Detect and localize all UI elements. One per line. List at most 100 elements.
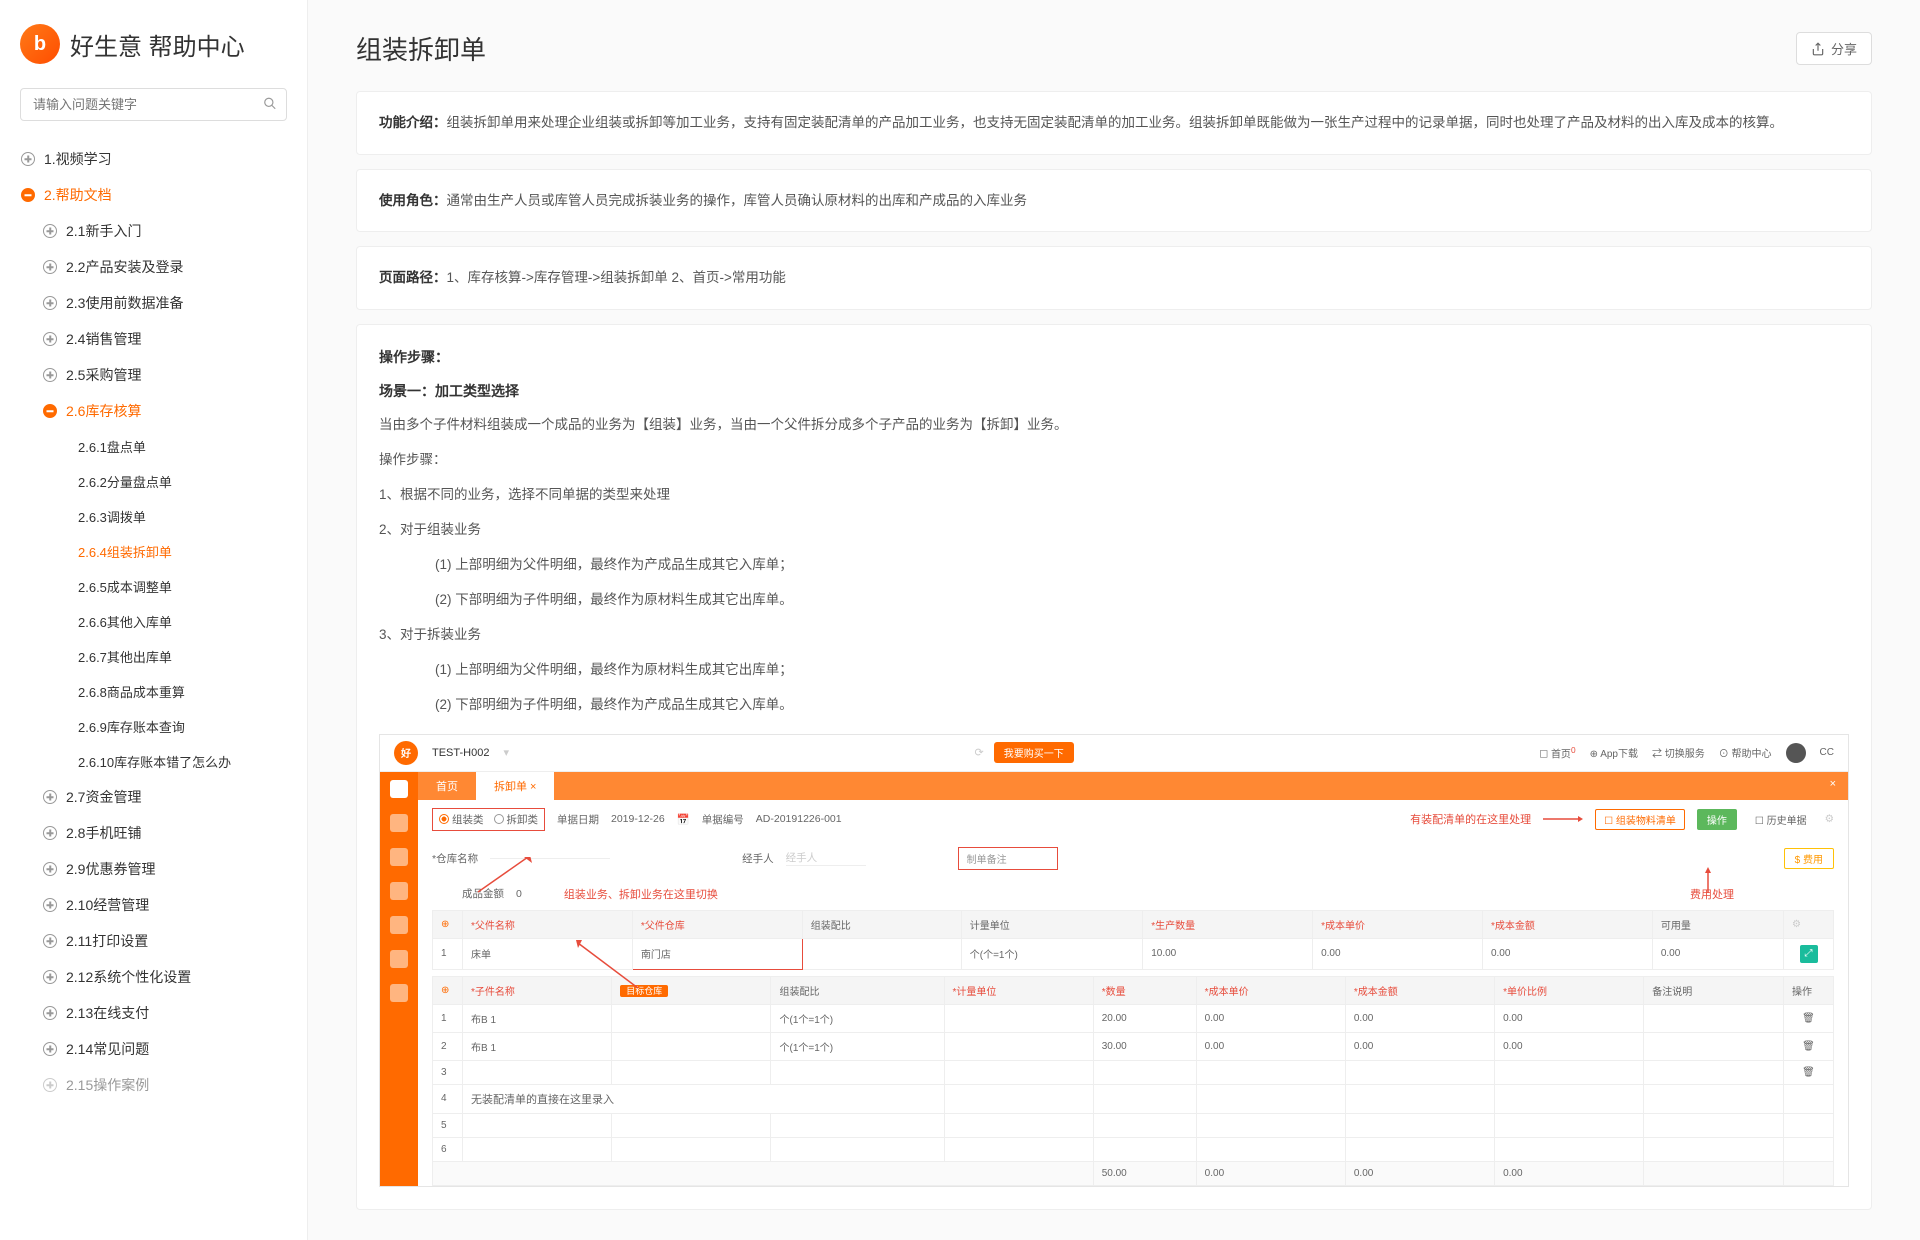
ss-tab-current[interactable]: 拆卸单 × xyxy=(476,772,554,800)
nav-cases[interactable]: 2.15操作案例 xyxy=(20,1067,287,1103)
plus-icon xyxy=(42,223,58,239)
ss-doc-value: AD-20191226-001 xyxy=(756,813,842,825)
nav-biz[interactable]: 2.10经营管理 xyxy=(20,887,287,923)
ss-tabs: 首页 拆卸单 × × xyxy=(418,772,1848,800)
ss-help-link[interactable]: ⊙ 帮助中心 xyxy=(1719,745,1772,760)
plus-icon xyxy=(42,789,58,805)
nav-funds[interactable]: 2.7资金管理 xyxy=(20,779,287,815)
nav-query[interactable]: 2.6.9库存账本查询 xyxy=(20,709,287,744)
ss-nav-home-icon[interactable] xyxy=(390,780,408,798)
logo-row: b 好生意 帮助中心 xyxy=(20,24,287,64)
ss-child-table: ⊕ *子件名称 目标仓库 组装配比 *计量单位 *数量 *成本单价 *成本金额 … xyxy=(432,976,1834,1186)
ss-nav-icon[interactable] xyxy=(390,814,408,832)
nav-install[interactable]: 2.2产品安装及登录 xyxy=(20,249,287,285)
ss-avatar-icon[interactable] xyxy=(1786,743,1806,763)
plus-icon xyxy=(42,897,58,913)
ss-switch-link[interactable]: ⇄ 切换服务 xyxy=(1652,745,1705,760)
nav-purchase[interactable]: 2.5采购管理 xyxy=(20,357,287,393)
delete-icon[interactable]: 🗑 xyxy=(1802,1067,1815,1078)
embedded-screenshot: 好 TEST-H002 ▾ ⟳ 我要购买一下 ☐ 首页0 ⊕ App下载 ⇄ 切… xyxy=(379,734,1849,1187)
intro-text: 组装拆卸单用来处理企业组装或拆卸等加工业务，支持有固定装配清单的产品加工业务，也… xyxy=(447,115,1784,130)
ss-form-row-2: *仓库名称 经手人 经手人 制单备注 $ 费用 xyxy=(418,839,1848,878)
th-unit2: *计量单位 xyxy=(944,976,1093,1004)
search-box xyxy=(20,88,287,121)
ss-home-link[interactable]: ☐ 首页0 xyxy=(1539,745,1575,760)
nav-other-out[interactable]: 2.6.7其他出库单 xyxy=(20,639,287,674)
nav-inventory[interactable]: 2.6库存核算 xyxy=(20,393,287,429)
ss-memo-input[interactable]: 制单备注 xyxy=(958,847,1058,870)
ss-radio-assemble[interactable]: 组装类 xyxy=(439,812,484,827)
nav-coupon[interactable]: 2.9优惠券管理 xyxy=(20,851,287,887)
minus-icon xyxy=(20,187,36,203)
ss-nav-icon[interactable] xyxy=(390,916,408,934)
nav-check[interactable]: 2.6.1盘点单 xyxy=(20,429,287,464)
ss-left-nav xyxy=(380,772,418,1186)
nav-other-in[interactable]: 2.6.6其他入库单 xyxy=(20,604,287,639)
main-content: 组装拆卸单 分享 功能介绍：组装拆卸单用来处理企业组装或拆卸等加工业务，支持有固… xyxy=(308,0,1920,1240)
ss-tab-home[interactable]: 首页 xyxy=(418,772,476,800)
ss-operator-input[interactable]: 经手人 xyxy=(786,850,866,866)
share-button[interactable]: 分享 xyxy=(1796,32,1872,65)
th-bom2: 组装配比 xyxy=(771,976,944,1004)
nav-recalc[interactable]: 2.6.8商品成本重算 xyxy=(20,674,287,709)
logo-icon: b xyxy=(20,24,60,64)
nav-mobile[interactable]: 2.8手机旺铺 xyxy=(20,815,287,851)
search-input[interactable] xyxy=(20,88,287,121)
ss-app-link[interactable]: ⊕ App下载 xyxy=(1590,745,1638,760)
ss-ops-button[interactable]: 操作 xyxy=(1697,809,1737,830)
ss-trial-button[interactable]: 我要购买一下 xyxy=(994,742,1074,763)
steps-block: 操作步骤： 场景一：加工类型选择 当由多个子件材料组装成一个成品的业务为【组装】… xyxy=(356,324,1872,1210)
arrow-icon xyxy=(568,938,668,998)
nav-print[interactable]: 2.11打印设置 xyxy=(20,923,287,959)
plus-icon xyxy=(42,259,58,275)
nav-intro[interactable]: 2.1新手入门 xyxy=(20,213,287,249)
th-wh: *父件仓库 xyxy=(632,910,802,938)
table-row[interactable]: 2布B 1个(1个=1个)30.000.000.000.00🗑 xyxy=(433,1032,1834,1060)
table-row[interactable]: 4无装配清单的直接在这里录入 xyxy=(433,1084,1834,1113)
nav-prep[interactable]: 2.3使用前数据准备 xyxy=(20,285,287,321)
nav-video[interactable]: 1.视频学习 xyxy=(20,141,287,177)
nav-transfer[interactable]: 2.6.3调拨单 xyxy=(20,499,287,534)
ss-form-row-1: 组装类 拆卸类 单据日期 2019-12-26 📅 单据编号 AD-201912… xyxy=(418,800,1848,839)
nav-personal[interactable]: 2.12系统个性化设置 xyxy=(20,959,287,995)
ss-template-button[interactable]: ☐ 组装物料清单 xyxy=(1595,809,1685,830)
ss-nav-icon[interactable] xyxy=(390,848,408,866)
expand-icon[interactable]: ⤢ xyxy=(1800,945,1818,963)
nav-batch[interactable]: 2.6.2分量盘点单 xyxy=(20,464,287,499)
th-qty: *生产数量 xyxy=(1143,910,1313,938)
nav-cost[interactable]: 2.6.5成本调整单 xyxy=(20,569,287,604)
nav-assembly[interactable]: 2.6.4组装拆卸单 xyxy=(20,534,287,569)
table-row[interactable]: 6 xyxy=(433,1137,1834,1161)
settings-icon[interactable]: ⚙ xyxy=(1825,813,1834,825)
ss-radio-disassemble[interactable]: 拆卸类 xyxy=(494,812,539,827)
nav-wrong[interactable]: 2.6.10库存账本错了怎么办 xyxy=(20,744,287,779)
table-row[interactable]: 5 xyxy=(433,1113,1834,1137)
nav-faq[interactable]: 2.14常见问题 xyxy=(20,1031,287,1067)
plus-icon xyxy=(42,1077,58,1093)
ss-history-button[interactable]: ☐ 历史单据 xyxy=(1749,810,1813,829)
table-row[interactable]: 1布B 1个(1个=1个)20.000.000.000.00🗑 xyxy=(433,1004,1834,1032)
search-icon[interactable] xyxy=(263,96,277,113)
ss-tab-close-icon[interactable]: × xyxy=(1818,772,1848,800)
th-rate2: *单价比例 xyxy=(1495,976,1644,1004)
delete-icon[interactable]: 🗑 xyxy=(1802,1041,1815,1052)
ss-fee-button[interactable]: $ 费用 xyxy=(1784,848,1834,869)
delete-icon[interactable]: 🗑 xyxy=(1802,1013,1815,1024)
nav-sales[interactable]: 2.4销售管理 xyxy=(20,321,287,357)
table-row[interactable]: 3🗑 xyxy=(433,1060,1834,1084)
ss-username: CC xyxy=(1820,747,1834,758)
ss-nav-icon[interactable] xyxy=(390,882,408,900)
arrow-icon xyxy=(1543,814,1583,824)
calendar-icon[interactable]: 📅 xyxy=(677,813,690,826)
ss-annotation-template: 有装配清单的在这里处理 xyxy=(1410,811,1531,827)
plus-icon xyxy=(42,969,58,985)
steps-sublabel: 操作步骤： xyxy=(379,446,1849,473)
ss-nav-icon[interactable] xyxy=(390,950,408,968)
ss-date-value[interactable]: 2019-12-26 xyxy=(611,813,665,825)
ss-date-label: 单据日期 xyxy=(557,812,599,827)
nav-list: 1.视频学习 2.帮助文档 2.1新手入门 2.2产品安装及登录 2.3使用前数… xyxy=(20,141,287,1103)
ss-nav-icon[interactable] xyxy=(390,984,408,1002)
nav-payment[interactable]: 2.13在线支付 xyxy=(20,995,287,1031)
nav-docs[interactable]: 2.帮助文档 xyxy=(20,177,287,213)
arrow-icon xyxy=(1693,865,1723,895)
